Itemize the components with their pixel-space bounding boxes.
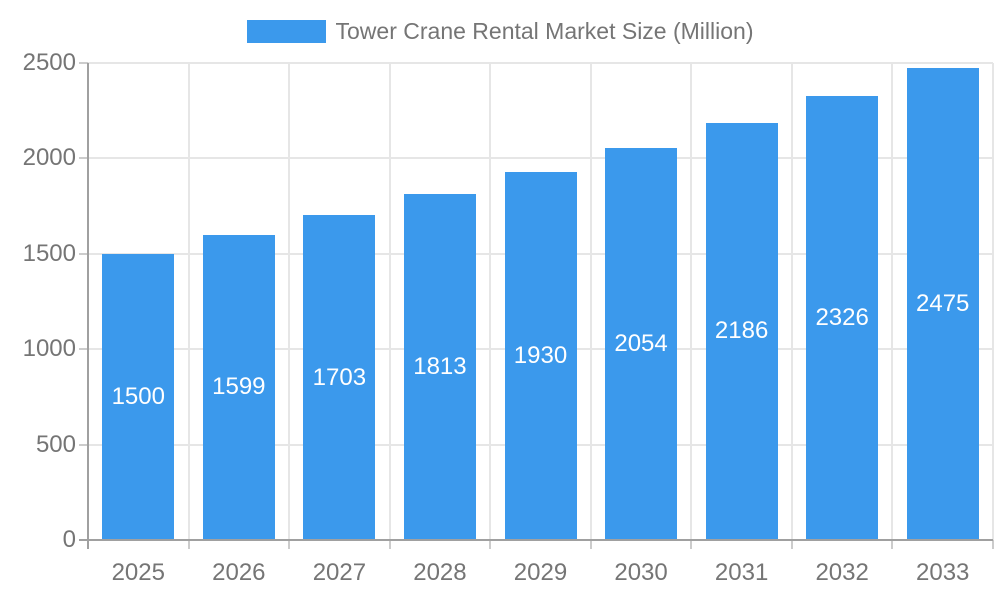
x-tick-label: 2027 [312, 559, 367, 586]
x-tick [891, 540, 894, 549]
bar-value-label: 2186 [714, 317, 769, 345]
legend-swatch [246, 20, 326, 43]
h-gridline [88, 62, 993, 64]
y-tick [79, 443, 88, 446]
v-gridline [790, 63, 793, 540]
bar-value-label: 2326 [815, 304, 869, 332]
x-axis-line [88, 539, 993, 541]
bar[interactable]: 1930 [504, 171, 577, 540]
y-tick [79, 62, 88, 64]
y-tick-label: 500 [35, 430, 76, 458]
bar-value-label: 2475 [916, 289, 970, 317]
chart-legend[interactable]: Tower Crane Rental Market Size (Million) [0, 18, 1000, 45]
y-tick [79, 157, 88, 160]
legend-label: Tower Crane Rental Market Size (Million) [335, 18, 754, 44]
x-tick-label: 2029 [513, 559, 568, 586]
bar[interactable]: 1500 [102, 253, 175, 540]
v-gridline [690, 63, 693, 540]
y-tick [79, 348, 88, 351]
y-tick-label: 2500 [22, 49, 76, 76]
y-tick-label: 1500 [22, 239, 76, 267]
x-tick [489, 540, 492, 549]
y-tick-label: 0 [62, 526, 76, 553]
bar[interactable]: 2186 [705, 122, 778, 540]
bar-value-label: 2054 [614, 330, 668, 358]
bar[interactable]: 2475 [906, 67, 979, 540]
v-gridline [388, 63, 391, 540]
v-gridline [891, 63, 894, 540]
bar[interactable]: 2054 [605, 148, 678, 540]
v-gridline [589, 63, 592, 540]
bar-value-label: 1813 [413, 353, 467, 381]
x-tick [187, 540, 190, 549]
v-gridline [992, 63, 994, 540]
v-gridline [489, 63, 492, 540]
v-gridline [187, 63, 190, 540]
y-tick-label: 1000 [22, 335, 76, 363]
bar-value-label: 1500 [111, 382, 165, 410]
bar[interactable]: 1813 [403, 194, 476, 540]
bar[interactable]: 1599 [202, 234, 275, 540]
x-tick [87, 540, 89, 549]
bar-value-label: 1599 [212, 373, 266, 401]
x-tick-label: 2032 [815, 559, 869, 586]
bar[interactable]: 1703 [303, 215, 376, 540]
x-tick [589, 540, 592, 549]
v-gridline [288, 63, 291, 540]
h-gridline [88, 157, 993, 160]
bar[interactable]: 2326 [806, 96, 879, 540]
x-tick-label: 2031 [714, 559, 769, 586]
bar-value-label: 1703 [312, 363, 367, 391]
x-tick-label: 2030 [614, 559, 668, 586]
y-axis-line [87, 63, 89, 540]
x-tick [288, 540, 291, 549]
x-tick-label: 2026 [212, 559, 266, 586]
y-tick [79, 252, 88, 255]
x-tick [690, 540, 693, 549]
x-tick [992, 540, 994, 549]
x-tick-label: 2028 [413, 559, 467, 586]
x-tick-label: 2025 [111, 559, 165, 586]
x-tick-label: 2033 [916, 559, 970, 586]
y-tick [79, 539, 88, 541]
y-tick-label: 2000 [22, 144, 76, 172]
bar-value-label: 1930 [513, 341, 568, 369]
x-tick [790, 540, 793, 549]
x-tick [388, 540, 391, 549]
